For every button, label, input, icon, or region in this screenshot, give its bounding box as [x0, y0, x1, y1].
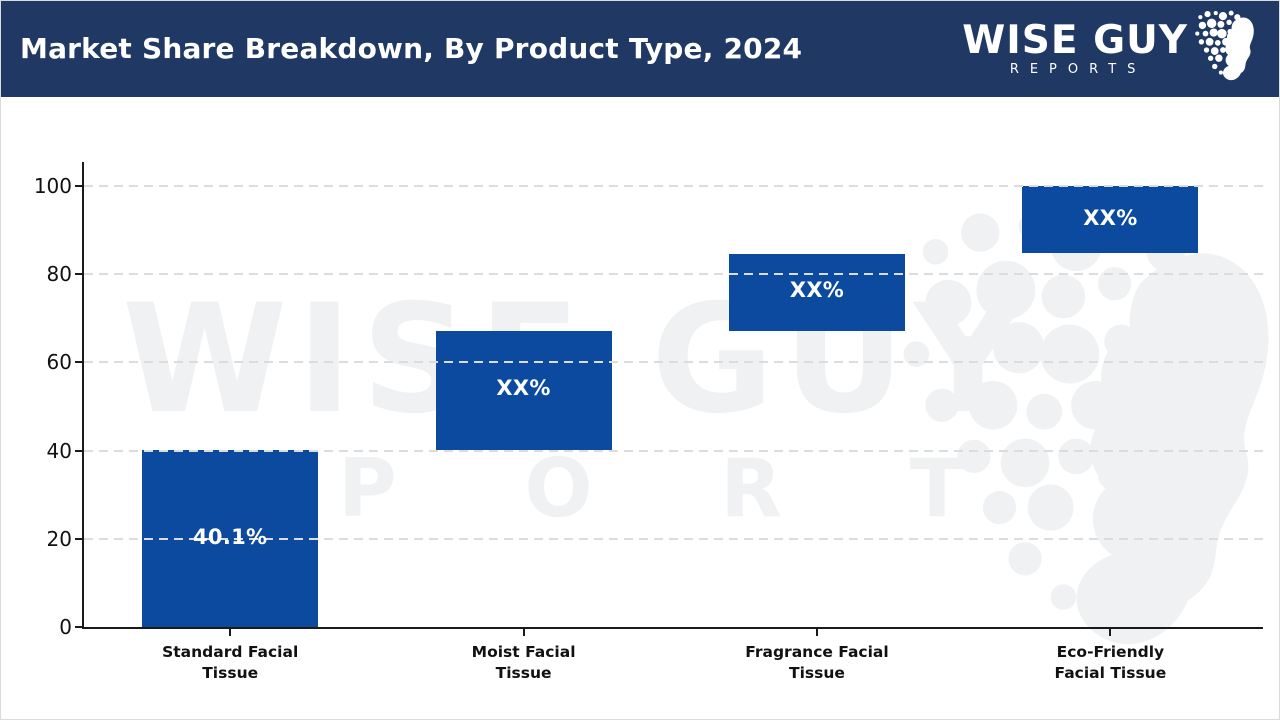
- bar: [1022, 186, 1199, 254]
- bar: [435, 330, 612, 451]
- y-tick: [75, 626, 82, 628]
- x-category-label: Eco-Friendly Facial Tissue: [1054, 643, 1167, 682]
- gridline: [84, 537, 1263, 540]
- gridline: [84, 273, 1263, 276]
- gridline: [84, 361, 1263, 364]
- plot-area: 0 20 40 60 80 100 40.1% Standard Facial Tissue XX…: [0, 97, 1280, 720]
- bar-label: XX%: [789, 278, 845, 303]
- gridline: [84, 449, 1263, 452]
- y-tick-label: 40: [46, 438, 72, 463]
- y-tick: [75, 185, 82, 188]
- y-tick-label: 0: [59, 615, 72, 639]
- bar-label: XX%: [496, 376, 551, 401]
- bar-label: XX%: [1083, 205, 1138, 230]
- watermark-head-icon: [903, 210, 1269, 645]
- x-category-label: Fragrance Facial Tissue: [745, 643, 889, 682]
- x-tick: [522, 629, 525, 636]
- y-tick-label: 80: [46, 262, 72, 287]
- y-tick: [75, 537, 82, 540]
- bar-label: 40.1%: [193, 524, 268, 549]
- y-tick-label: 20: [46, 526, 72, 551]
- gridline: [84, 185, 1263, 188]
- y-tick-label: 60: [46, 350, 72, 375]
- y-tick: [75, 273, 82, 276]
- chart-region: WISE GUY P O R T S 0 20 40 60 80 100 40.1% Stan…: [0, 97, 1280, 720]
- y-tick: [75, 361, 82, 364]
- y-tick-label: 100: [33, 174, 72, 199]
- x-category-label: Standard Facial Tissue: [162, 643, 299, 682]
- x-tick: [816, 629, 818, 636]
- x-axis-line: [82, 627, 1263, 629]
- y-tick: [75, 449, 82, 452]
- y-axis-line: [82, 162, 84, 629]
- header: Market Share Breakdown, By Product Type,…: [0, 0, 1280, 97]
- brand-wordmark: WISE GUY REPORTS: [962, 17, 1188, 77]
- x-category-label: Moist Facial Tissue: [471, 643, 576, 682]
- x-tick: [1109, 629, 1112, 636]
- brand-name: WISE GUY: [962, 17, 1188, 63]
- page-title: Market Share Breakdown, By Product Type,…: [20, 32, 803, 65]
- head-dots-icon: [1195, 10, 1254, 80]
- brand-subtext: REPORTS: [1009, 61, 1147, 77]
- bar: [729, 254, 905, 331]
- x-tick: [229, 629, 232, 636]
- brand-logo: WISE GUY REPORTS: [962, 10, 1258, 88]
